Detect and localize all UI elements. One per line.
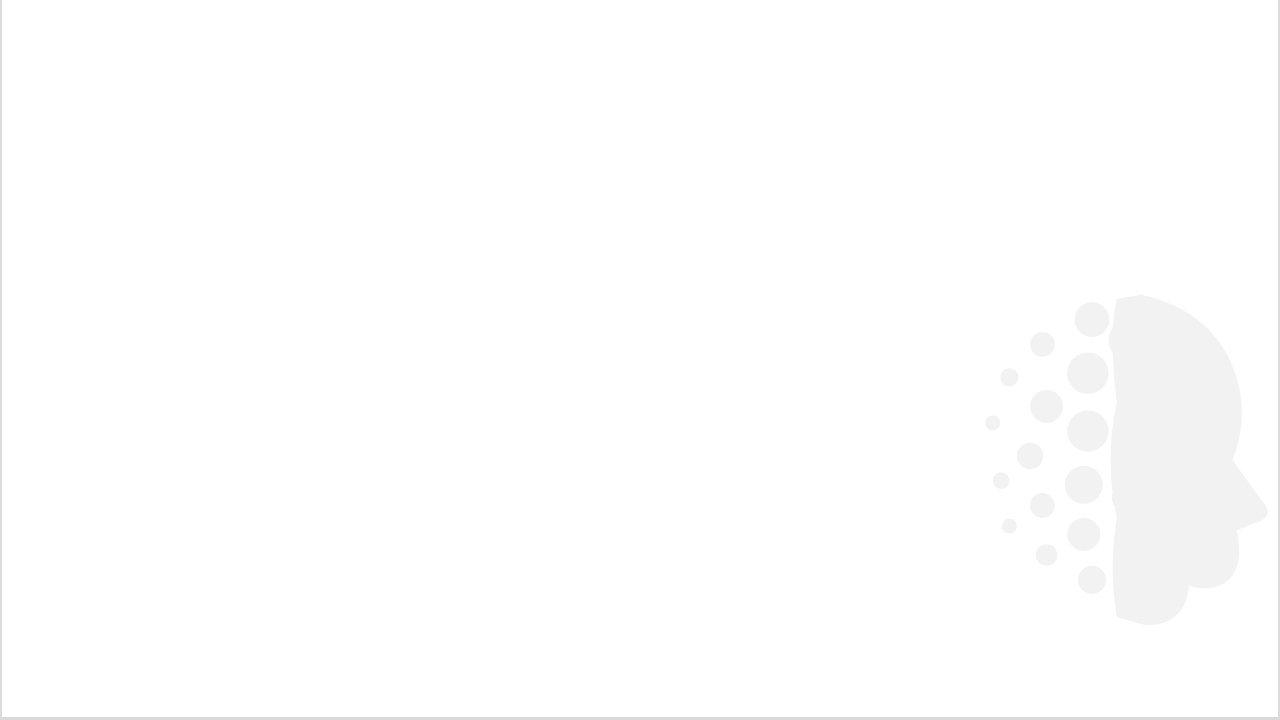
dotted-head-logo-icon	[1203, 10, 1274, 94]
watermark-head-icon	[985, 294, 1268, 626]
bottom-divider	[2, 717, 1278, 720]
chart-area	[2, 100, 1278, 717]
header-banner	[2, 0, 1278, 100]
brand-logo	[1188, 4, 1278, 96]
